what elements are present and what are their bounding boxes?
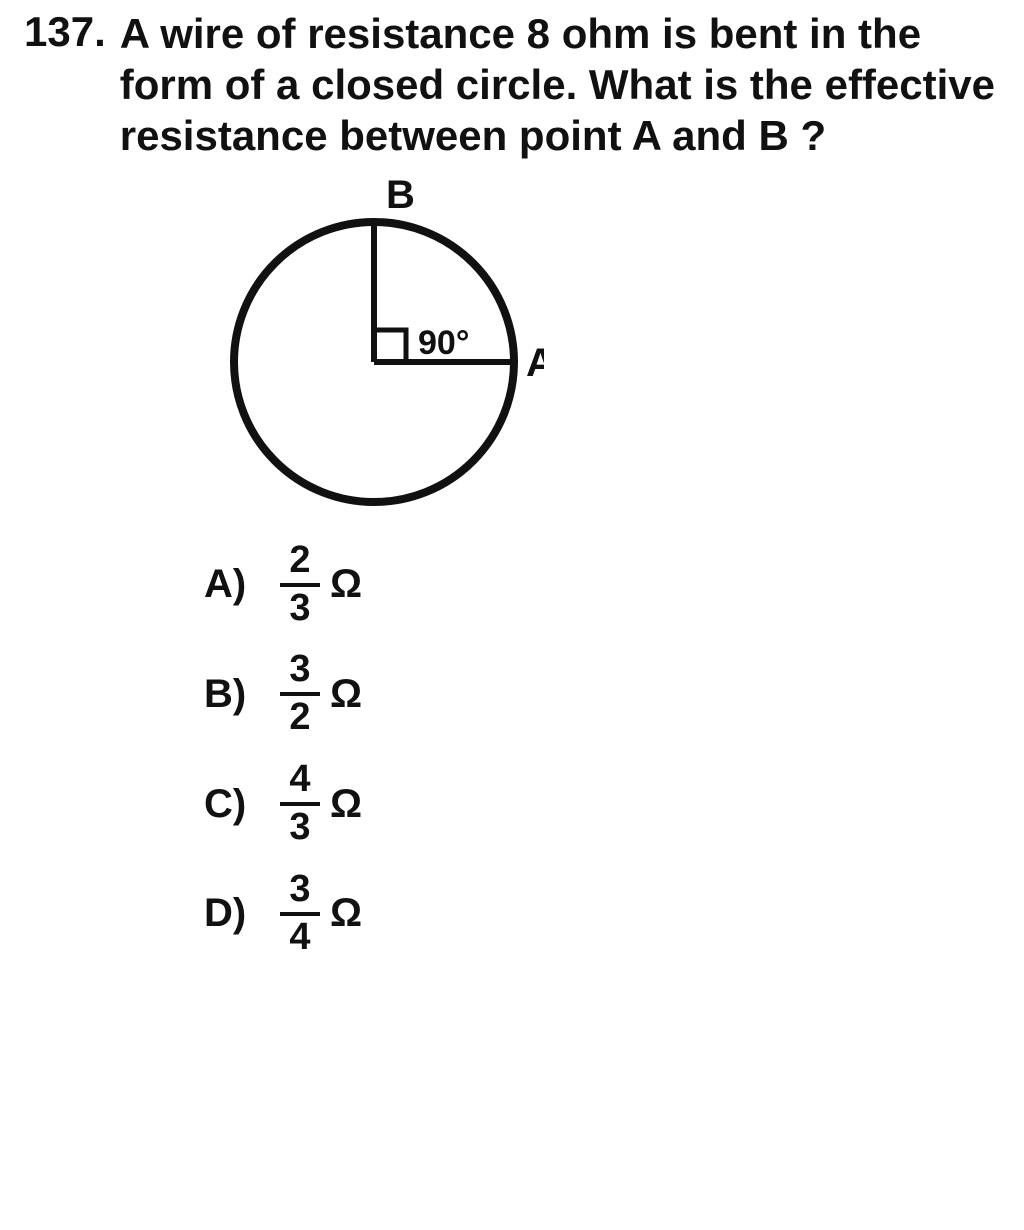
label-b: B <box>386 173 415 217</box>
option-label: C) <box>204 782 262 827</box>
fraction-denominator: 2 <box>289 698 310 738</box>
option-label: D) <box>204 891 262 936</box>
circle-diagram: 90° A B <box>204 172 544 512</box>
fraction-numerator: 3 <box>289 650 310 690</box>
angle-label: 90° <box>418 324 469 362</box>
option-value: 34Ω <box>280 870 362 958</box>
fraction-bar <box>280 583 320 587</box>
option-row: C)43Ω <box>204 760 1000 848</box>
question-number: 137. <box>24 8 106 56</box>
option-value: 32Ω <box>280 650 362 738</box>
fraction-numerator: 4 <box>289 760 310 800</box>
option-row: D)34Ω <box>204 870 1000 958</box>
fraction-denominator: 3 <box>289 589 310 629</box>
unit-ohm: Ω <box>330 891 362 936</box>
fraction: 23 <box>280 541 320 629</box>
fraction-denominator: 4 <box>289 918 310 958</box>
option-row: B)32Ω <box>204 650 1000 738</box>
option-label: B) <box>204 672 262 717</box>
fraction-numerator: 2 <box>289 541 310 581</box>
fraction: 43 <box>280 760 320 848</box>
diagram-area: 90° A B <box>204 172 1000 517</box>
options-list: A)23ΩB)32ΩC)43ΩD)34Ω <box>204 541 1000 958</box>
question-text: A wire of resistance 8 ohm is bent in th… <box>120 8 1000 162</box>
fraction-numerator: 3 <box>289 870 310 910</box>
fraction: 34 <box>280 870 320 958</box>
fraction-denominator: 3 <box>289 808 310 848</box>
option-row: A)23Ω <box>204 541 1000 629</box>
fraction: 32 <box>280 650 320 738</box>
question-block: 137. A wire of resistance 8 ohm is bent … <box>24 8 1000 162</box>
option-value: 23Ω <box>280 541 362 629</box>
page-container: 137. A wire of resistance 8 ohm is bent … <box>0 0 1024 1004</box>
option-value: 43Ω <box>280 760 362 848</box>
right-angle-marker <box>374 330 406 362</box>
option-label: A) <box>204 562 262 607</box>
unit-ohm: Ω <box>330 672 362 717</box>
unit-ohm: Ω <box>330 782 362 827</box>
label-a: A <box>526 341 544 385</box>
unit-ohm: Ω <box>330 562 362 607</box>
